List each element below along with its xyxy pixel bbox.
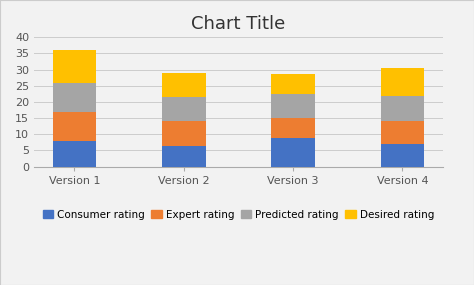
Legend: Consumer rating, Expert rating, Predicted rating, Desired rating: Consumer rating, Expert rating, Predicte… <box>39 205 438 224</box>
Bar <box>271 94 315 118</box>
Title: Chart Title: Chart Title <box>191 15 285 33</box>
Bar <box>162 146 206 167</box>
Bar <box>53 141 96 167</box>
Bar <box>381 95 424 121</box>
Bar <box>381 121 424 144</box>
Bar <box>381 68 424 95</box>
Bar <box>53 83 96 112</box>
Bar <box>271 118 315 138</box>
Bar <box>53 112 96 141</box>
Bar <box>381 144 424 167</box>
Bar <box>53 50 96 83</box>
Bar <box>162 97 206 121</box>
Bar <box>271 138 315 167</box>
Bar <box>162 73 206 97</box>
Bar <box>271 74 315 94</box>
Bar <box>162 121 206 146</box>
